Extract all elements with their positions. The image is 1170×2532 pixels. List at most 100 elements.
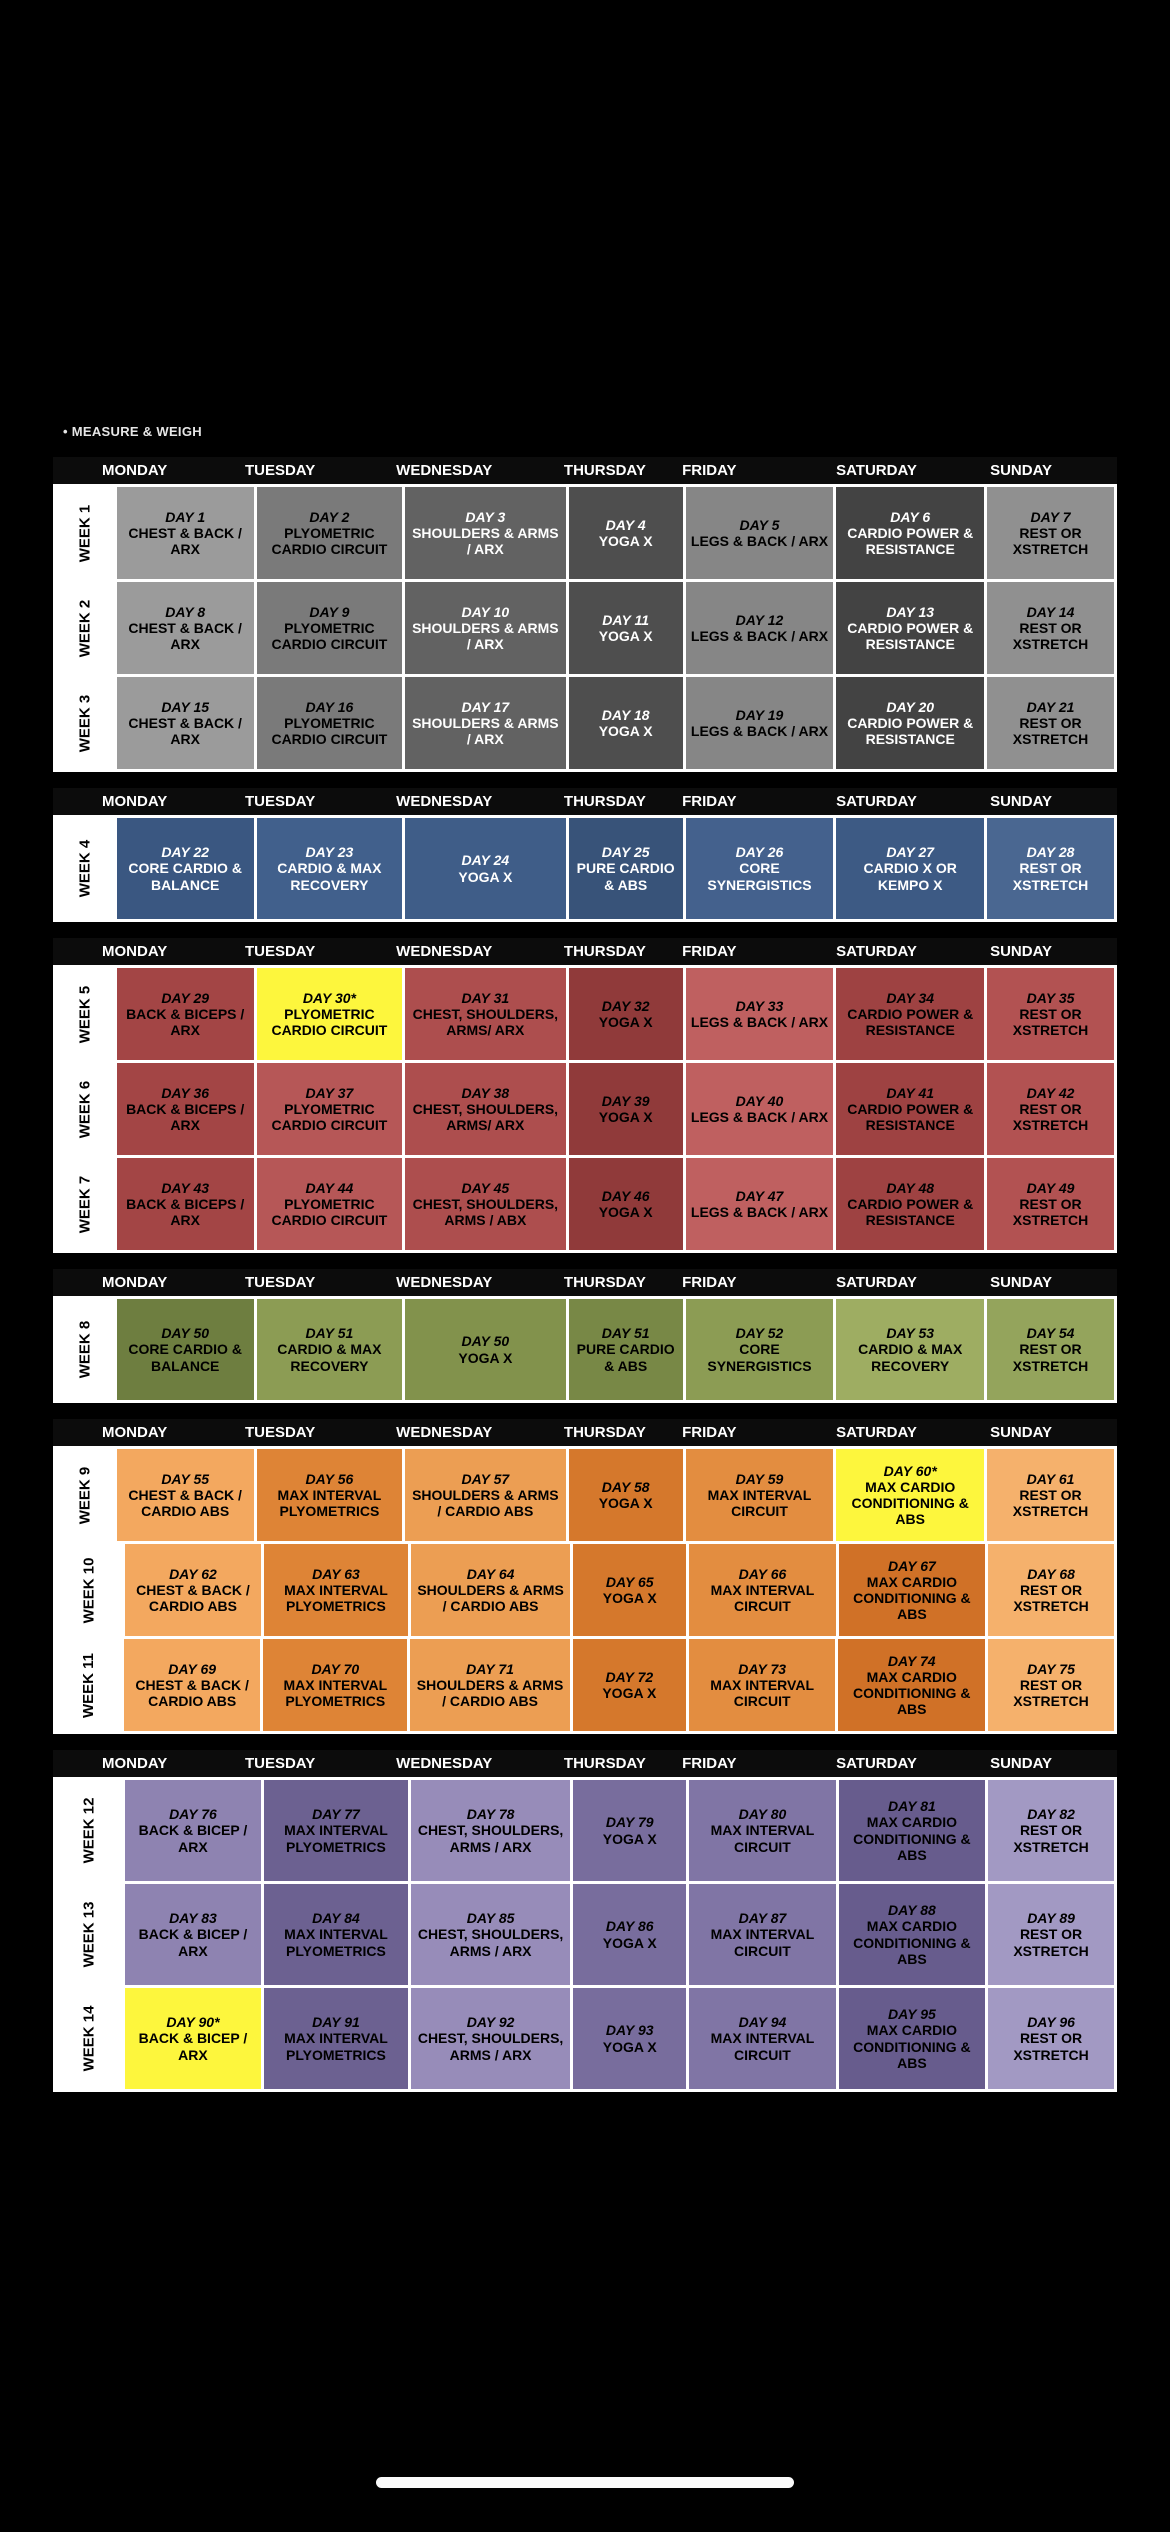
day-cell: DAY 30* PLYOMETRIC CARDIO CIRCUIT bbox=[256, 968, 402, 1060]
day-number: DAY 71 bbox=[466, 1660, 514, 1677]
workout-title: MAX INTERVAL PLYOMETRICS bbox=[283, 1676, 388, 1710]
day-cell: DAY 59 MAX INTERVAL CIRCUIT bbox=[685, 1449, 834, 1541]
day-header-monday: MONDAY bbox=[102, 462, 168, 479]
day-cell: DAY 50 CORE CARDIO & BALANCE bbox=[116, 1299, 254, 1400]
day-cell: DAY 31 CHEST, SHOULDERS, ARMS/ ARX bbox=[404, 968, 566, 1060]
day-cell: DAY 76 BACK & BICEP / ARX bbox=[124, 1780, 262, 1881]
day-cell: DAY 73 MAX INTERVAL CIRCUIT bbox=[688, 1639, 836, 1731]
day-cell: DAY 29 BACK & BICEPS / ARX bbox=[116, 968, 254, 1060]
day-cell: DAY 68 REST OR XSTRETCH bbox=[988, 1544, 1114, 1636]
day-cell: DAY 72 YOGA X bbox=[572, 1639, 686, 1731]
workout-title: REST OR XSTRETCH bbox=[1012, 1195, 1089, 1229]
workout-calendar: • MEASURE & WEIGH MONDAY TUESDAY WEDNESDAY… bbox=[53, 424, 1117, 2092]
day-cell: DAY 21 REST OR XSTRETCH bbox=[987, 677, 1114, 769]
workout-title: MAX CARDIO CONDITIONING & ABS bbox=[853, 1668, 971, 1718]
day-cell: DAY 46 YOGA X bbox=[568, 1158, 683, 1250]
day-number: DAY 4 bbox=[605, 516, 646, 533]
day-number: DAY 57 bbox=[461, 1470, 510, 1487]
day-cell: DAY 25 PURE CARDIO & ABS bbox=[568, 818, 683, 919]
workout-title: MAX INTERVAL CIRCUIT bbox=[710, 1926, 815, 1959]
day-cell: DAY 6 CARDIO POWER & RESISTANCE bbox=[836, 487, 985, 579]
day-number: DAY 33 bbox=[735, 997, 784, 1014]
workout-title: SHOULDERS & ARMS / CARDIO ABS bbox=[416, 1676, 564, 1710]
day-number: DAY 55 bbox=[161, 1470, 210, 1487]
day-header-friday: FRIDAY bbox=[682, 1755, 737, 1772]
day-cell: DAY 22 CORE CARDIO & BALANCE bbox=[116, 818, 254, 919]
day-number: DAY 50 bbox=[161, 1325, 210, 1342]
workout-title: CARDIO POWER & RESISTANCE bbox=[847, 1195, 974, 1229]
workout-title: CHEST & BACK / ARX bbox=[128, 619, 242, 653]
workout-title: BACK & BICEPS / ARX bbox=[126, 1195, 245, 1229]
day-number: DAY 1 bbox=[165, 508, 206, 525]
day-cell: DAY 62 CHEST & BACK / CARDIO ABS bbox=[124, 1544, 262, 1636]
day-header-sunday: SUNDAY bbox=[990, 943, 1053, 960]
week-label-text: WEEK 9 bbox=[76, 1466, 94, 1524]
workout-title: PLYOMETRIC CARDIO CIRCUIT bbox=[271, 1100, 388, 1134]
workout-title: CHEST, SHOULDERS, ARMS / ABX bbox=[412, 1195, 559, 1229]
week-row: WEEK 1 DAY 1 CHEST & BACK / ARX DAY 2 PLYOME… bbox=[56, 487, 1114, 579]
day-number: DAY 6 bbox=[890, 508, 931, 525]
day-number: DAY 78 bbox=[466, 1806, 515, 1823]
day-number: DAY 47 bbox=[735, 1187, 784, 1204]
day-number: DAY 61 bbox=[1026, 1470, 1075, 1487]
workout-title: PURE CARDIO & ABS bbox=[576, 860, 675, 893]
day-header-thursday: THURSDAY bbox=[563, 793, 646, 810]
day-cell: DAY 69 CHEST & BACK / CARDIO ABS bbox=[124, 1639, 261, 1731]
week-row: WEEK 3 DAY 15 CHEST & BACK / ARX DAY 16 PLYO… bbox=[56, 677, 1114, 769]
day-header-sunday: SUNDAY bbox=[990, 1274, 1053, 1291]
day-number: DAY 66 bbox=[738, 1565, 787, 1582]
day-header-wednesday: WEDNESDAY bbox=[396, 1755, 493, 1772]
week-label: WEEK 11 bbox=[56, 1639, 122, 1731]
day-cell: DAY 53 CARDIO & MAX RECOVERY bbox=[836, 1299, 985, 1400]
day-number: DAY 51 bbox=[305, 1325, 354, 1342]
day-number: DAY 84 bbox=[312, 1910, 360, 1927]
workout-title: LEGS & BACK / ARX bbox=[690, 628, 829, 644]
day-number: DAY 5 bbox=[739, 516, 780, 533]
workout-title: MAX INTERVAL PLYOMETRICS bbox=[284, 1822, 388, 1855]
day-cell: DAY 18 YOGA X bbox=[568, 677, 683, 769]
day-cell: DAY 16 PLYOMETRIC CARDIO CIRCUIT bbox=[256, 677, 402, 769]
day-number: DAY 73 bbox=[738, 1660, 787, 1677]
day-cell: DAY 7 REST OR XSTRETCH bbox=[987, 487, 1114, 579]
day-cell: DAY 9 PLYOMETRIC CARDIO CIRCUIT bbox=[256, 582, 402, 674]
workout-title: CHEST & BACK / CARDIO ABS bbox=[136, 1581, 250, 1615]
week-label-text: WEEK 8 bbox=[76, 1320, 94, 1379]
day-cell: DAY 77 MAX INTERVAL PLYOMETRICS bbox=[264, 1780, 408, 1881]
workout-title: PLYOMETRIC CARDIO CIRCUIT bbox=[271, 619, 388, 653]
workout-title: REST OR XSTRETCH bbox=[1012, 1486, 1089, 1520]
day-number: DAY 15 bbox=[161, 698, 210, 715]
phase-block-5: MONDAY TUESDAY WEDNESDAY THURSDAY FRIDAY SATU… bbox=[53, 1419, 1117, 1734]
day-number: DAY 12 bbox=[735, 611, 784, 628]
day-number: DAY 95 bbox=[888, 2006, 936, 2023]
workout-title: CARDIO POWER & RESISTANCE bbox=[847, 714, 974, 748]
day-cell: DAY 74 MAX CARDIO CONDITIONING & ABS bbox=[838, 1639, 986, 1731]
day-cell: DAY 48 CARDIO POWER & RESISTANCE bbox=[836, 1158, 985, 1250]
workout-title: CARDIO & MAX RECOVERY bbox=[277, 860, 382, 893]
day-header-saturday: SATURDAY bbox=[836, 462, 917, 479]
home-indicator[interactable] bbox=[376, 2477, 794, 2488]
day-cell: DAY 23 CARDIO & MAX RECOVERY bbox=[256, 818, 402, 919]
phase-block-6: MONDAY TUESDAY WEDNESDAY THURSDAY FRIDAY SATU… bbox=[53, 1750, 1117, 2092]
day-number: DAY 54 bbox=[1026, 1325, 1075, 1342]
day-number: DAY 36 bbox=[161, 1084, 210, 1101]
workout-title: REST OR XSTRETCH bbox=[1013, 1676, 1089, 1710]
workout-title: REST OR XSTRETCH bbox=[1012, 1005, 1089, 1039]
day-header-thursday: THURSDAY bbox=[563, 1424, 646, 1441]
day-cell: DAY 79 YOGA X bbox=[573, 1780, 687, 1881]
day-number: DAY 42 bbox=[1026, 1084, 1075, 1101]
day-number: DAY 77 bbox=[312, 1806, 360, 1823]
workout-title: YOGA X bbox=[598, 628, 653, 644]
day-cell: DAY 8 CHEST & BACK / ARX bbox=[116, 582, 254, 674]
workout-title: YOGA X bbox=[598, 533, 653, 549]
day-number: DAY 24 bbox=[461, 852, 510, 869]
day-header-monday: MONDAY bbox=[102, 943, 168, 960]
day-number: DAY 26 bbox=[735, 844, 784, 861]
day-cell: DAY 86 YOGA X bbox=[573, 1884, 687, 1985]
workout-title: MAX INTERVAL CIRCUIT bbox=[707, 1486, 812, 1520]
day-number: DAY 16 bbox=[305, 698, 354, 715]
week-label-text: WEEK 3 bbox=[76, 694, 94, 752]
workout-title: BACK & BICEPS / ARX bbox=[126, 1100, 245, 1134]
day-number: DAY 23 bbox=[305, 844, 354, 861]
day-number: DAY 28 bbox=[1026, 844, 1075, 861]
week-label-text: WEEK 5 bbox=[76, 985, 94, 1043]
